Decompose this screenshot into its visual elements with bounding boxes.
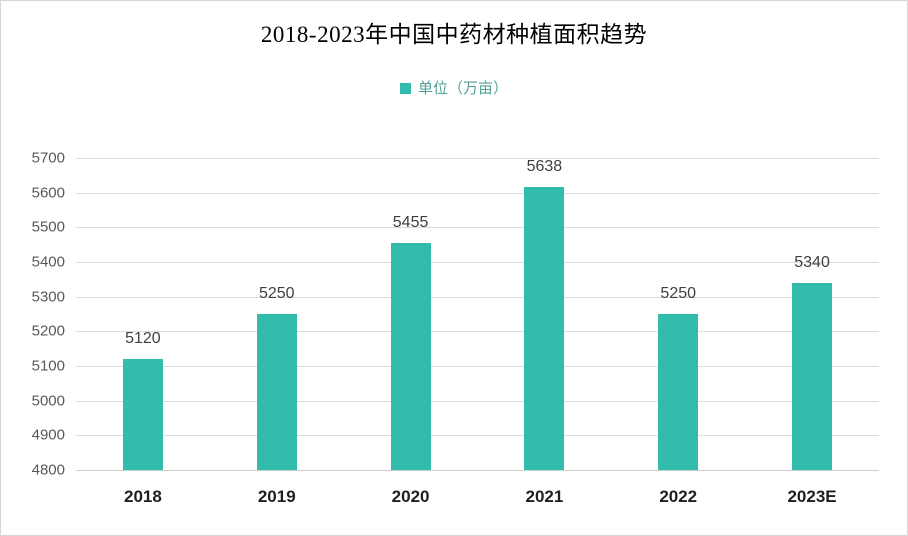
bar-value-label: 5250 [660,285,697,302]
y-tick-label: 4900 [31,426,65,444]
plot-area: 5120 5250 5455 5638 5250 5340 2018 2019 2020 202… [76,158,879,506]
y-tick-label: 5100 [31,357,65,375]
bar-value-label: 5455 [392,213,429,231]
bar-slot: 5250 [611,158,745,470]
legend: 单位（万亩） [1,81,907,97]
bars-row: 5120 5250 5455 5638 5250 5340 [76,158,879,470]
bar-value-label: 5638 [526,158,563,175]
bar-2021 [524,187,565,470]
x-tick-label: 2023E [787,487,837,506]
chart-title: 2018-2023年中国中药材种植面积趋势 [260,22,648,47]
bar-2018 [122,359,163,470]
gridline [76,435,879,437]
x-tick-label: 2022 [659,487,698,506]
bar-slot: 5455 [344,158,478,470]
bar-slot: 5638 [477,158,611,470]
y-tick-label: 5700 [31,149,65,167]
y-tick-label: 5300 [31,288,65,306]
x-tick-label: 2019 [257,487,296,506]
y-tick-label: 5400 [31,253,65,271]
bar-2023E [792,282,833,470]
bar-2020 [390,242,431,470]
y-tick-label: 5600 [31,184,65,202]
y-tick-label: 5000 [31,392,65,410]
x-tick-label: 2021 [525,487,564,506]
bar-slot: 5250 [210,158,344,470]
gridline [76,158,879,159]
x-tick-label: 2018 [124,487,162,506]
gridline [76,331,879,333]
gridline [76,296,879,298]
bar-2019 [256,314,297,470]
x-tick-label: 2020 [391,487,430,506]
bar-slot: 5340 [745,158,879,470]
legend-marker-icon [399,83,411,94]
y-tick-label: 5500 [31,218,65,236]
y-axis: 4800 4900 5000 5100 5200 5300 5400 5500 5600 5700 [1,150,65,479]
gridline [76,192,879,194]
gridline [76,400,879,402]
bar-2022 [658,314,699,470]
x-axis: 2018 2019 2020 2021 2022 2023E [76,487,879,507]
bar-value-label: 5340 [794,253,830,271]
bar-value-label: 5120 [125,330,161,348]
x-axis-line [76,470,879,471]
gridline [76,366,879,367]
y-tick-label: 5200 [31,322,65,340]
gridline [76,262,879,263]
bar-slot: 5120 [76,158,210,470]
legend-label: 单位（万亩） [417,80,508,97]
gridline [76,227,879,229]
bar-value-label: 5250 [258,285,295,302]
y-tick-label: 4800 [31,461,65,479]
